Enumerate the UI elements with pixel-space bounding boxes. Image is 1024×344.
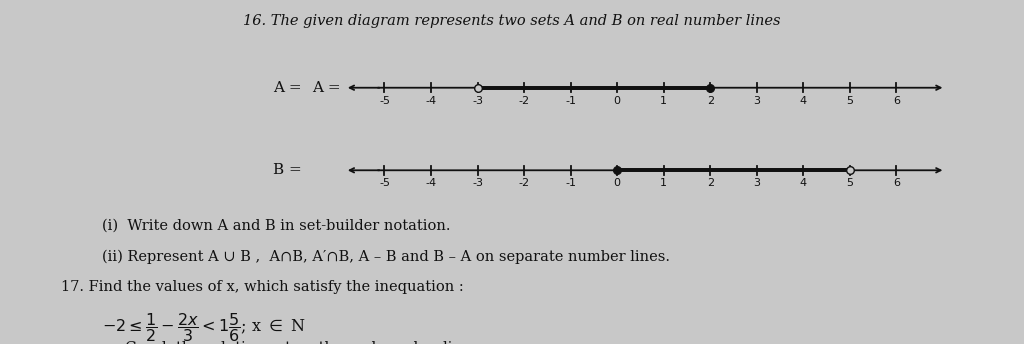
Text: 6: 6 <box>893 96 900 106</box>
Text: -4: -4 <box>425 179 436 189</box>
Text: -2: -2 <box>518 179 529 189</box>
Text: -3: -3 <box>472 96 483 106</box>
Text: 1: 1 <box>660 179 668 189</box>
Text: 3: 3 <box>754 96 761 106</box>
Text: (i)  Write down A and B in set-builder notation.: (i) Write down A and B in set-builder no… <box>102 218 451 233</box>
Text: A =: A = <box>273 81 302 95</box>
Text: (ii) Represent A ∪ B ,  A∩B, A′∩B, A – B and B – A on separate number lines.: (ii) Represent A ∪ B , A∩B, A′∩B, A – B … <box>102 249 671 264</box>
Text: 0: 0 <box>613 179 621 189</box>
Text: 4: 4 <box>800 96 807 106</box>
Text: -3: -3 <box>472 179 483 189</box>
Text: -5: -5 <box>379 96 390 106</box>
Text: 17. Find the values of x, which satisfy the inequation :: 17. Find the values of x, which satisfy … <box>61 280 464 294</box>
Text: B =: B = <box>273 163 302 177</box>
Text: 4: 4 <box>800 179 807 189</box>
Text: 1: 1 <box>660 96 668 106</box>
Text: 0: 0 <box>613 96 621 106</box>
Text: -4: -4 <box>425 96 436 106</box>
Text: -1: -1 <box>565 96 577 106</box>
Text: 16. The given diagram represents two sets A and B on real number lines: 16. The given diagram represents two set… <box>244 14 780 28</box>
Text: $-2 \leq \dfrac{1}{2} - \dfrac{2x}{3} < 1\dfrac{5}{6}$; x $\in$ N: $-2 \leq \dfrac{1}{2} - \dfrac{2x}{3} < … <box>102 311 306 344</box>
Text: 6: 6 <box>893 179 900 189</box>
Text: 5: 5 <box>847 96 853 106</box>
Text: 3: 3 <box>754 179 761 189</box>
Text: Graph the solution set on the real number line.: Graph the solution set on the real numbe… <box>102 341 476 344</box>
Text: A =: A = <box>311 81 340 95</box>
Text: 5: 5 <box>847 179 853 189</box>
Text: 2: 2 <box>707 179 714 189</box>
Text: -1: -1 <box>565 179 577 189</box>
Text: 2: 2 <box>707 96 714 106</box>
Text: -5: -5 <box>379 179 390 189</box>
Text: -2: -2 <box>518 96 529 106</box>
